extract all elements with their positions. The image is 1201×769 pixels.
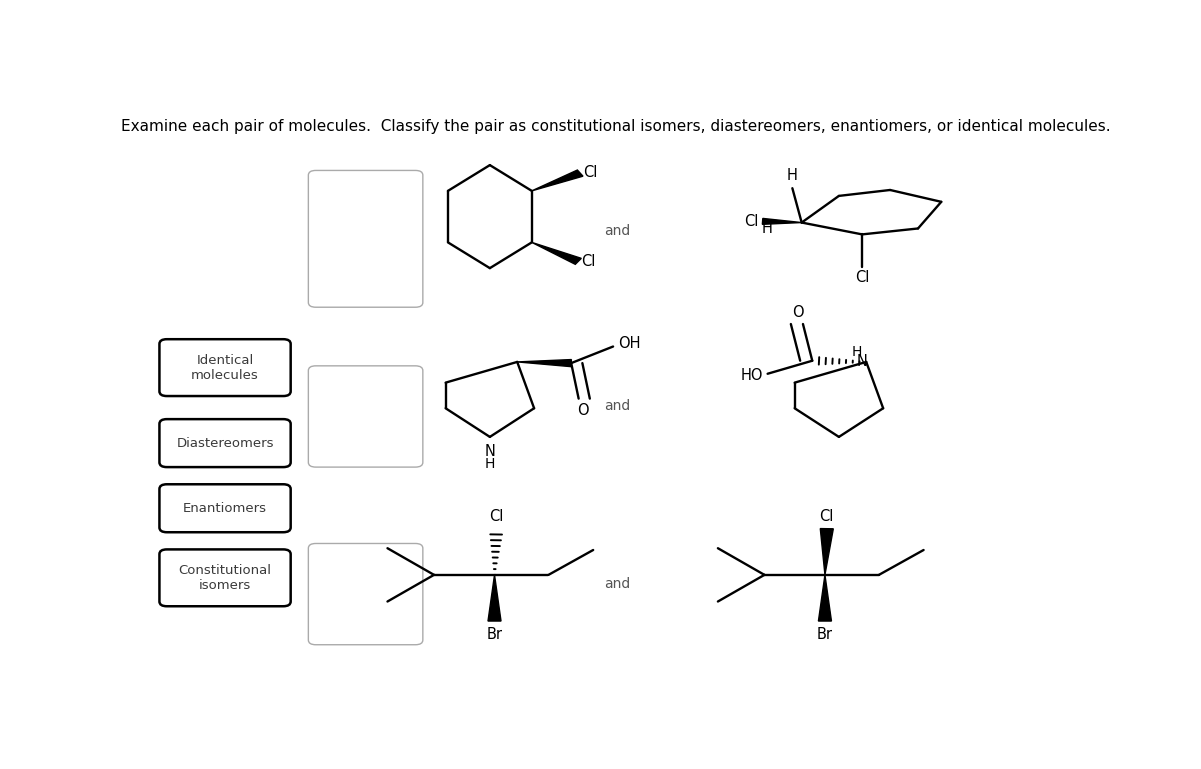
Text: and: and — [604, 225, 631, 238]
Text: H: H — [852, 345, 861, 358]
Polygon shape — [818, 575, 831, 621]
Polygon shape — [488, 575, 501, 621]
Polygon shape — [532, 242, 581, 265]
Text: HO: HO — [741, 368, 763, 383]
Text: N: N — [856, 354, 867, 369]
Text: Constitutional
isomers: Constitutional isomers — [179, 564, 271, 592]
FancyBboxPatch shape — [160, 549, 291, 606]
Text: and: and — [604, 577, 631, 591]
Text: Br: Br — [817, 627, 833, 641]
Text: H: H — [761, 221, 772, 236]
Text: Enantiomers: Enantiomers — [183, 501, 267, 514]
FancyBboxPatch shape — [160, 484, 291, 532]
Text: Diastereomers: Diastereomers — [177, 437, 274, 450]
Text: O: O — [793, 305, 805, 320]
Text: H: H — [787, 168, 797, 183]
FancyBboxPatch shape — [160, 339, 291, 396]
FancyBboxPatch shape — [309, 171, 423, 308]
Polygon shape — [820, 528, 833, 575]
Text: O: O — [578, 403, 590, 418]
Text: Cl: Cl — [745, 214, 759, 229]
Text: Cl: Cl — [819, 509, 833, 524]
Text: Cl: Cl — [582, 165, 597, 180]
Text: Cl: Cl — [581, 255, 596, 269]
Text: N: N — [484, 444, 495, 459]
Text: Examine each pair of molecules.  Classify the pair as constitutional isomers, di: Examine each pair of molecules. Classify… — [120, 119, 1111, 134]
Text: and: and — [604, 399, 631, 413]
Polygon shape — [532, 170, 582, 191]
FancyBboxPatch shape — [309, 544, 423, 644]
Text: Cl: Cl — [489, 509, 503, 524]
Text: Br: Br — [486, 627, 502, 641]
Polygon shape — [763, 218, 802, 225]
Text: Cl: Cl — [855, 270, 870, 285]
Text: OH: OH — [617, 336, 640, 351]
FancyBboxPatch shape — [160, 419, 291, 467]
Text: H: H — [485, 457, 495, 471]
FancyBboxPatch shape — [309, 366, 423, 467]
Text: Identical
molecules: Identical molecules — [191, 354, 259, 381]
Polygon shape — [518, 360, 572, 367]
